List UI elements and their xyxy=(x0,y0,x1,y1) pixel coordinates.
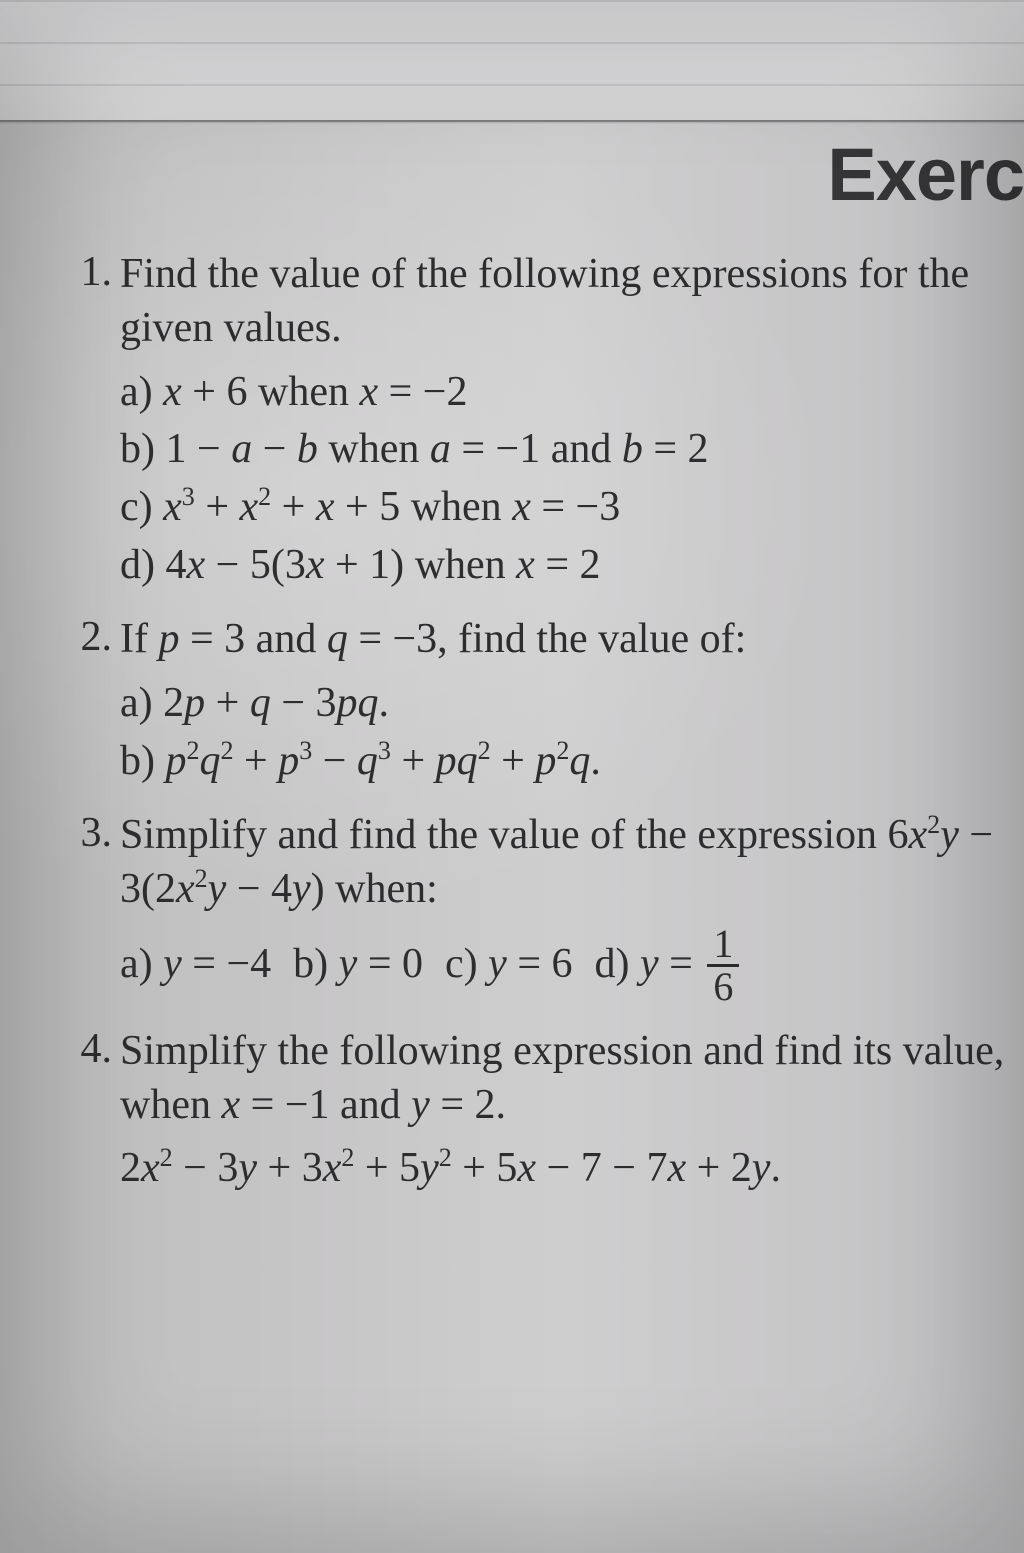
sub-letter: b) xyxy=(120,426,155,472)
sub-letter: a) xyxy=(120,680,153,726)
math-expr: y = −4 xyxy=(163,941,271,987)
question-4: 4. Simplify the following expression and… xyxy=(56,1025,1018,1196)
sub-item: c) y = 6 xyxy=(445,936,572,994)
sub-list-inline: a) y = −4 b) y = 0 c) y = 6 d) y = 16 xyxy=(120,924,1018,1007)
math-expr: y = 16 xyxy=(640,941,739,987)
notebook-top-strip xyxy=(0,0,1024,122)
sub-letter: d) xyxy=(595,941,630,987)
sub-letter: c) xyxy=(445,941,478,987)
sub-item: a) y = −4 xyxy=(120,936,271,994)
math-expr: y = 0 xyxy=(339,941,423,987)
math-expr: x3 + x2 + x + 5 xyxy=(163,484,400,530)
sub-condition: when x = −3 xyxy=(411,484,621,530)
sub-condition: when x = 2 xyxy=(415,542,601,588)
question-1: 1. Find the value of the following expre… xyxy=(56,248,1018,595)
sub-item: b) p2q2 + p3 − q3 + pq2 + p2q. xyxy=(120,733,1018,791)
sub-list: a) 2p + q − 3pq. b) p2q2 + p3 − q3 + pq2… xyxy=(120,675,1018,791)
question-stem: Find the value of the following expressi… xyxy=(120,248,1018,356)
sub-list: a) x + 6 when x = −2 b) 1 − a − b when a… xyxy=(120,364,1018,596)
horizontal-divider xyxy=(0,120,1024,124)
sub-item: a) x + 6 when x = −2 xyxy=(120,364,1018,422)
question-2: 2. If p = 3 and q = −3, find the value o… xyxy=(56,613,1018,791)
sub-letter: c) xyxy=(120,484,153,530)
content-area: 1. Find the value of the following expre… xyxy=(56,248,1018,1214)
sub-letter: a) xyxy=(120,369,153,415)
sub-item: d) 4x − 5(3x + 1) when x = 2 xyxy=(120,537,1018,595)
sub-letter: b) xyxy=(293,941,328,987)
math-expr: 4x − 5(3x + 1) xyxy=(166,542,405,588)
question-number: 1. xyxy=(56,248,112,296)
exercise-heading: Exerc xyxy=(827,132,1024,217)
question-number: 3. xyxy=(56,809,112,857)
question-number: 2. xyxy=(56,613,112,661)
sub-letter: b) xyxy=(120,738,155,784)
sub-item: b) 1 − a − b when a = −1 and b = 2 xyxy=(120,421,1018,479)
sub-condition: when a = −1 and b = 2 xyxy=(328,426,708,472)
math-expr: 2p + q − 3pq. xyxy=(163,680,389,726)
sub-letter: d) xyxy=(120,542,155,588)
sub-item: b) y = 0 xyxy=(293,936,423,994)
sub-item: d) y = 16 xyxy=(595,924,740,1007)
math-expr: 1 − a − b xyxy=(166,426,318,472)
math-expr: p2q2 + p3 − q3 + pq2 + p2q. xyxy=(166,738,601,784)
math-expr: x + 6 xyxy=(163,369,247,415)
sub-letter: a) xyxy=(120,941,153,987)
sub-item: c) x3 + x2 + x + 5 when x = −3 xyxy=(120,479,1018,537)
question-stem: Simplify the following expression and fi… xyxy=(120,1025,1018,1133)
question-stem: If p = 3 and q = −3, find the value of: xyxy=(120,613,1018,667)
question-3: 3. Simplify and find the value of the ex… xyxy=(56,809,1018,1008)
question-list: 1. Find the value of the following expre… xyxy=(56,248,1018,1196)
sub-condition: when x = −2 xyxy=(258,369,468,415)
question-number: 4. xyxy=(56,1025,112,1073)
question-extra-expression: 2x2 − 3y + 3x2 + 5y2 + 5x − 7 − 7x + 2y. xyxy=(120,1141,1018,1196)
question-stem: Simplify and find the value of the expre… xyxy=(120,809,1018,917)
math-expr: y = 6 xyxy=(488,941,572,987)
sub-item: a) 2p + q − 3pq. xyxy=(120,675,1018,733)
page: Exerc 1. Find the value of the following… xyxy=(0,0,1024,1553)
